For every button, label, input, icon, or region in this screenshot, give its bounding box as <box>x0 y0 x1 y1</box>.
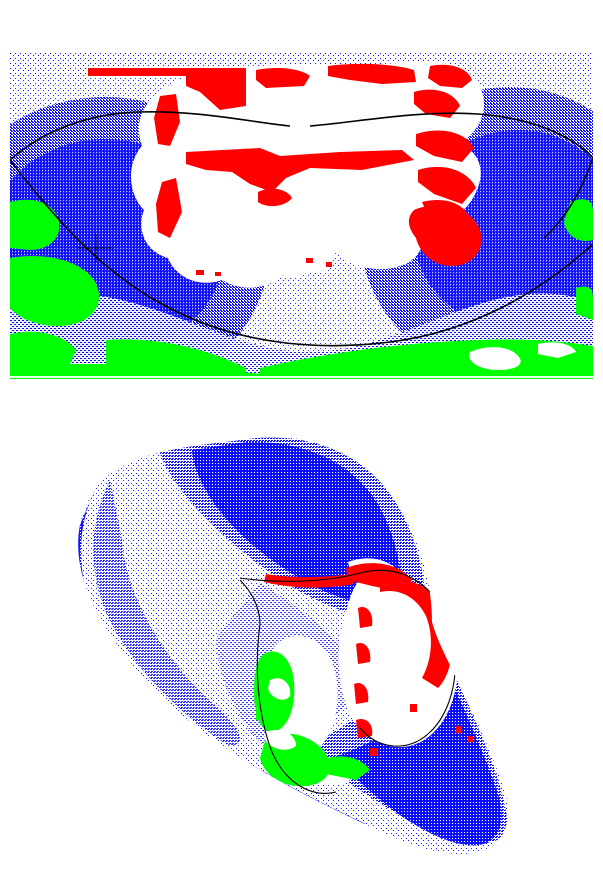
contour-curve-3d-inner-pocket <box>256 623 337 794</box>
contour-curve-lower <box>10 159 593 347</box>
bottom-speckle-row <box>10 376 593 378</box>
globe-panel-canvas <box>78 436 508 854</box>
void-region <box>130 61 484 288</box>
contour-curve-3d-top <box>239 571 365 582</box>
negative-saturation-region <box>10 199 593 379</box>
contour-tick-mark-left <box>78 234 114 262</box>
contour-curve-right-link <box>543 157 593 239</box>
three-dimensional-projection-panel <box>60 432 540 867</box>
contour-curve-upper-right <box>309 112 593 159</box>
equirectangular-projection-panel <box>10 52 593 379</box>
contour-curve-3d-void-rim-lower <box>359 727 429 747</box>
contour-curve-3d-inner-link <box>239 579 261 625</box>
surface-body <box>78 436 508 854</box>
map-panel-canvas <box>10 52 593 379</box>
positive-saturation-region <box>88 63 482 276</box>
contour-curve-group <box>10 110 593 347</box>
negative-saturation-region-3d <box>254 651 370 787</box>
contour-curve-upper-left <box>10 110 291 161</box>
